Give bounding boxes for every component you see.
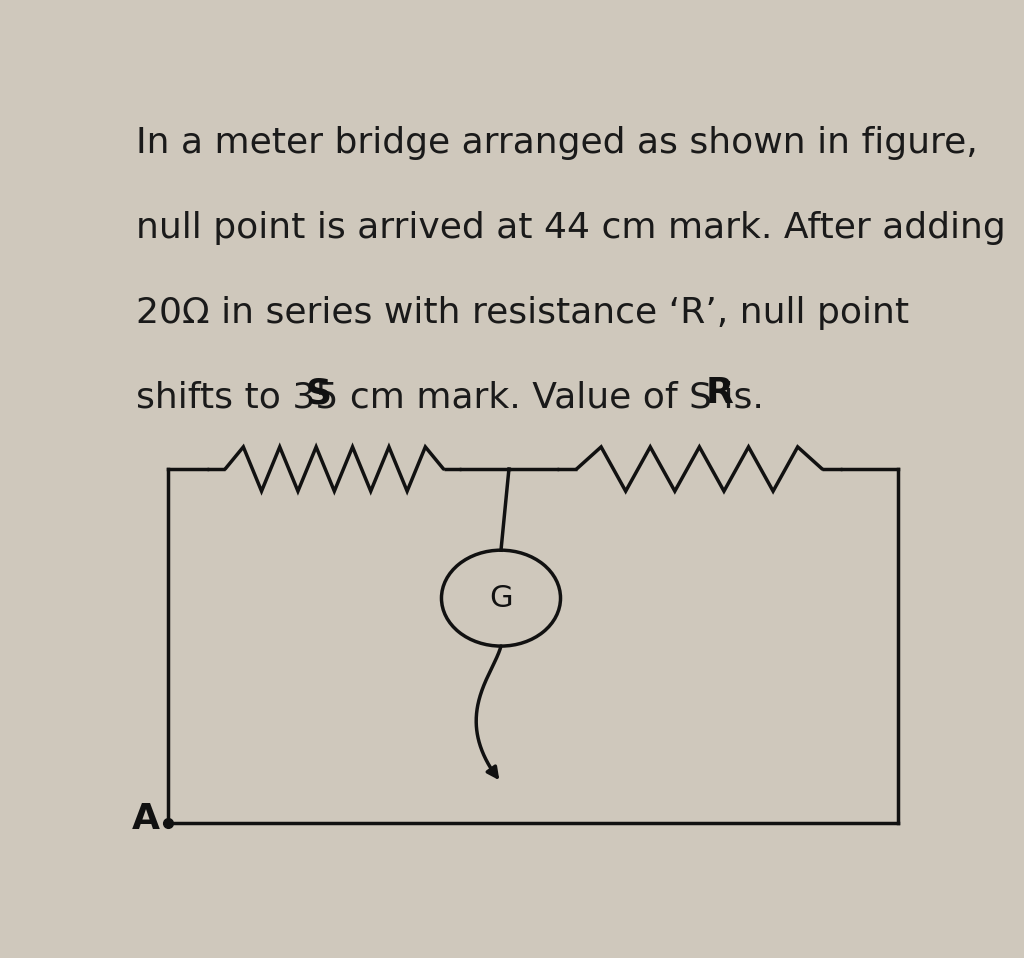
Ellipse shape: [441, 550, 560, 646]
Text: S: S: [305, 376, 332, 410]
Text: G: G: [489, 583, 513, 612]
Text: A: A: [132, 803, 160, 836]
Text: R: R: [706, 376, 733, 410]
Text: shifts to 35 cm mark. Value of S is.: shifts to 35 cm mark. Value of S is.: [136, 380, 764, 415]
Text: In a meter bridge arranged as shown in figure,: In a meter bridge arranged as shown in f…: [136, 126, 978, 160]
Text: null point is arrived at 44 cm mark. After adding: null point is arrived at 44 cm mark. Aft…: [136, 211, 1006, 245]
Text: 20Ω in series with resistance ‘R’, null point: 20Ω in series with resistance ‘R’, null …: [136, 296, 909, 330]
